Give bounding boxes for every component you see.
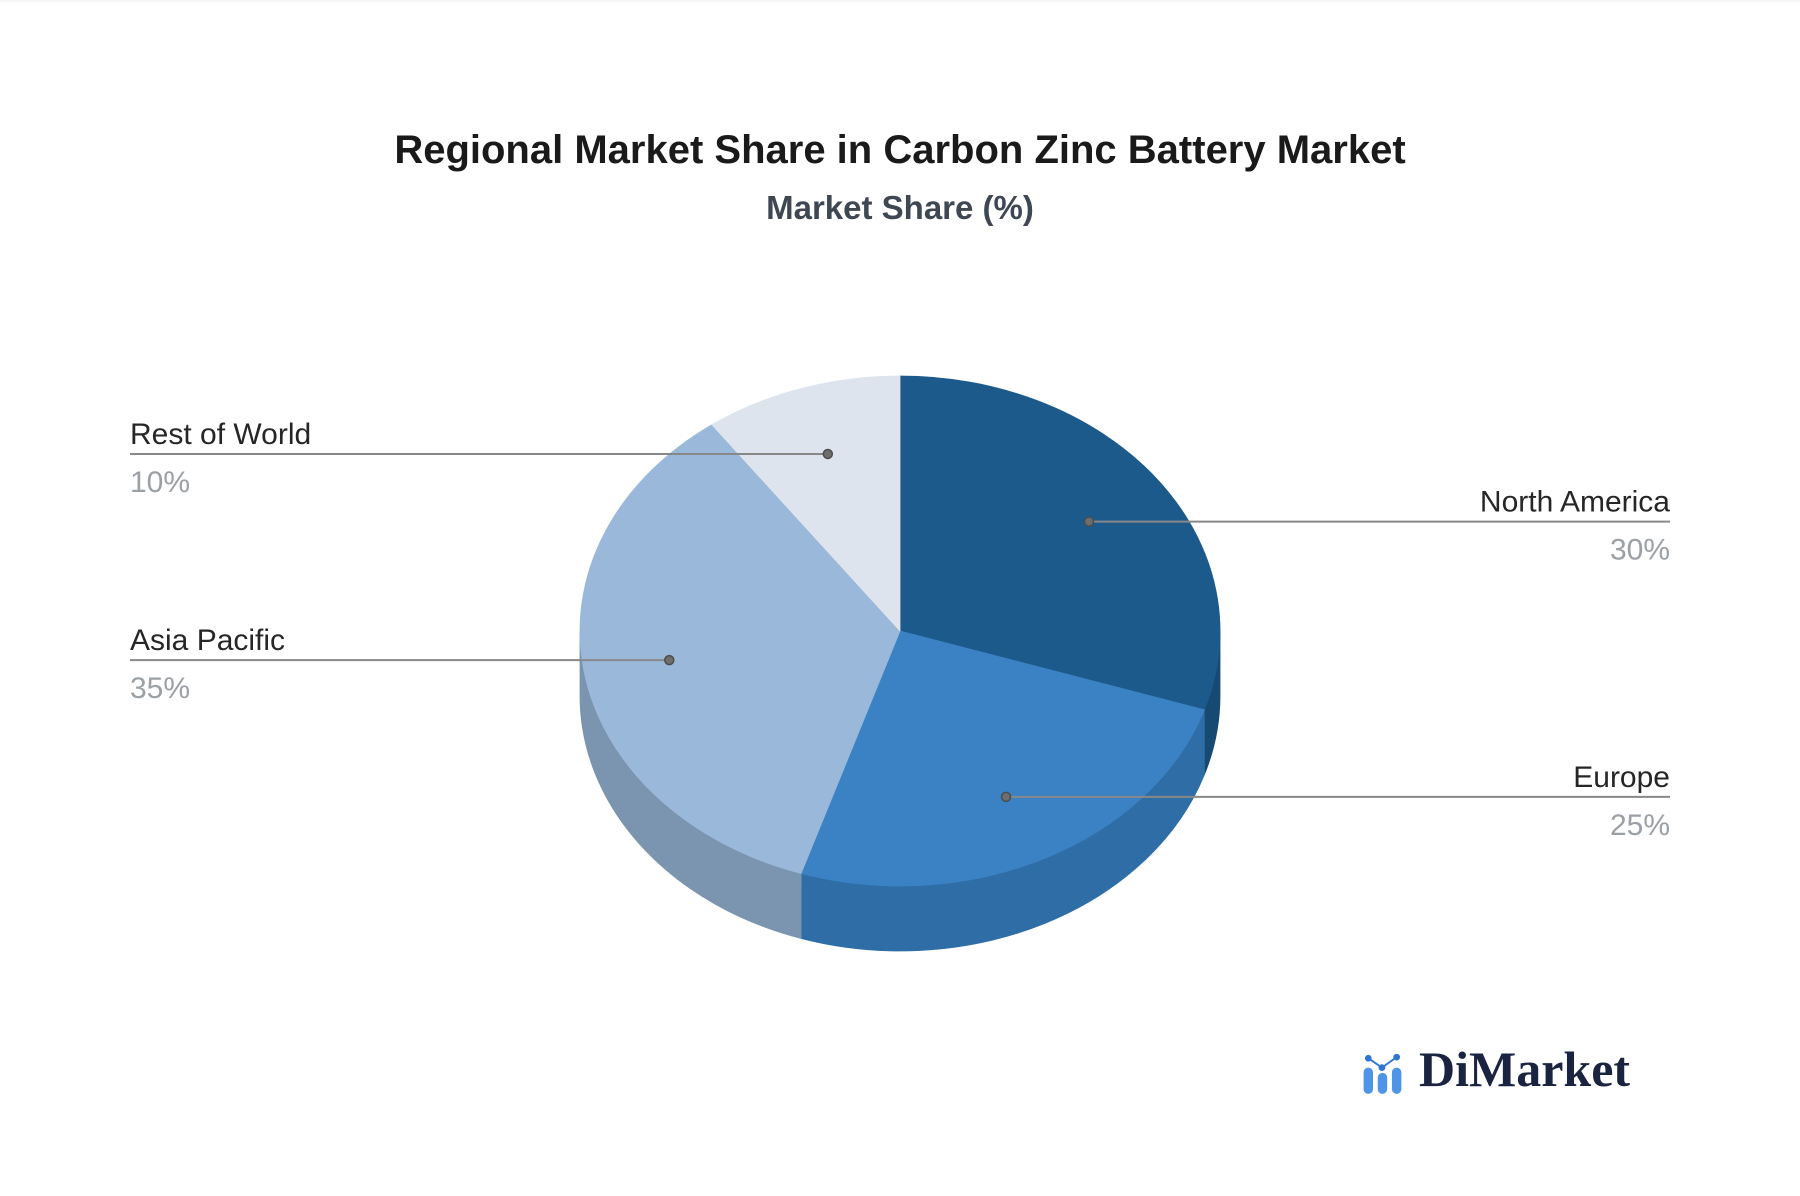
chart-title: Regional Market Share in Carbon Zinc Bat… (394, 128, 1406, 172)
pie-slice-north-america[interactable] (899, 375, 1221, 711)
bar-chart-icon (1363, 1054, 1402, 1094)
leader-dot-rest-of-world (822, 448, 834, 460)
slice-label-north-america: North America (1480, 486, 1670, 519)
logo-text: DiMarket (1419, 1041, 1631, 1097)
slice-value-asia-pacific: 35% (130, 672, 190, 705)
leader-dot-asia-pacific (664, 654, 675, 666)
dimarket-logo: DiMarket (1363, 1044, 1630, 1096)
slice-value-rest-of-world: 10% (130, 466, 190, 499)
slice-value-north-america: 30% (1610, 534, 1670, 567)
slice-label-asia-pacific: Asia Pacific (130, 624, 285, 657)
slice-label-europe: Europe (1573, 761, 1670, 794)
leader-dot-north-america (1083, 516, 1095, 527)
slice-value-europe: 25% (1610, 809, 1670, 842)
top-border (0, 0, 1800, 2)
pie-slice-europe[interactable] (800, 630, 1205, 887)
slice-label-rest-of-world: Rest of World (130, 418, 311, 451)
pie-slice-rest-of-world[interactable] (711, 375, 901, 632)
pie-slice-asia-pacific[interactable] (579, 424, 901, 874)
leader-dot-europe (1000, 791, 1012, 803)
chart-subtitle: Market Share (%) (766, 189, 1034, 226)
